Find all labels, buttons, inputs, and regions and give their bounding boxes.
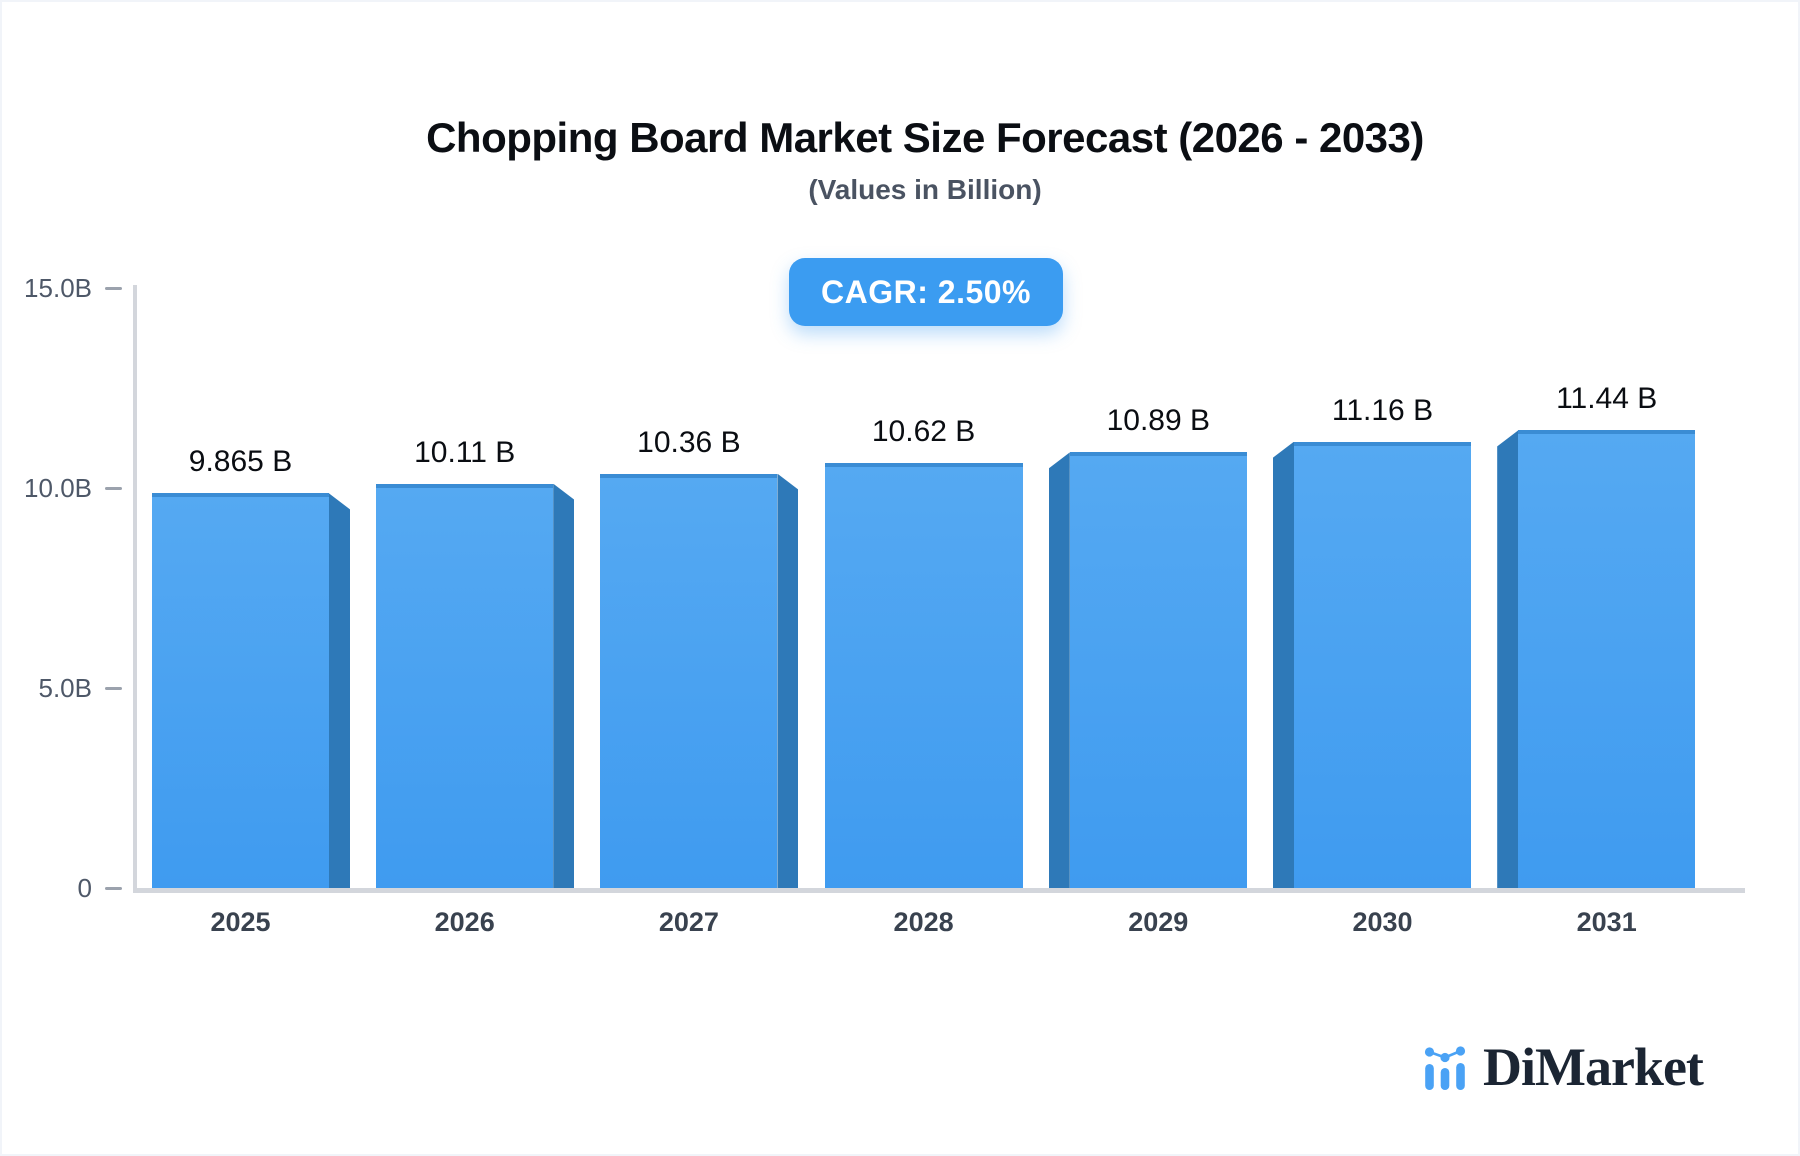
brand-name: DiMarket	[1483, 1037, 1704, 1097]
y-axis-tick-label: 10.0B	[24, 473, 92, 503]
y-axis-tick-mark	[105, 887, 122, 890]
bar-2029-side	[1048, 452, 1070, 888]
x-axis-tick-label: 2031	[1576, 907, 1637, 937]
x-axis-line	[133, 888, 1745, 893]
bar-2028	[824, 463, 1023, 888]
x-axis-tick-label: 2027	[658, 907, 719, 937]
bar-2025-side	[329, 493, 350, 888]
bar-line-chart-icon	[1424, 1046, 1466, 1091]
y-axis-tick-mark	[105, 687, 122, 690]
bar-value-label: 10.11 B	[414, 435, 516, 469]
bar-2027	[600, 473, 778, 888]
bar-2030-side	[1273, 441, 1294, 888]
cagr-badge-label: CAGR: 2.50%	[821, 273, 1031, 310]
bar-value-label: 11.16 B	[1331, 393, 1434, 427]
x-axis-tick-label: 2026	[434, 907, 495, 937]
bar-value-label: 9.865 B	[188, 445, 293, 479]
bar-value-label: 11.44 B	[1556, 382, 1658, 416]
chart-title: Chopping Board Market Size Forecast (202…	[426, 114, 1424, 161]
bar-value-label: 10.89 B	[1106, 404, 1210, 438]
y-axis-tick-label: 5.0B	[38, 673, 93, 703]
bar-value-label: 10.36 B	[637, 425, 741, 459]
y-axis-tick-label: 0	[77, 873, 92, 903]
bar-2029	[1069, 452, 1247, 888]
x-axis-tick-label: 2029	[1128, 907, 1189, 937]
y-axis-tick-label: 15.0B	[24, 273, 92, 303]
y-axis-tick-mark	[105, 487, 122, 490]
y-axis-tick-mark	[105, 287, 122, 290]
bar-2026-side	[553, 483, 575, 888]
bar-value-label: 10.62 B	[871, 415, 976, 449]
x-axis-tick-label: 2030	[1352, 907, 1413, 937]
x-axis-tick-label: 2028	[893, 907, 954, 937]
bar-2025	[152, 493, 329, 888]
bar-2031-side	[1497, 430, 1519, 888]
y-axis-line	[133, 285, 137, 892]
chart-subtitle: (Values in Billion)	[808, 174, 1042, 205]
bar-2027-side	[777, 473, 799, 888]
bar-2031	[1518, 430, 1696, 888]
x-axis-tick-label: 2025	[210, 907, 271, 937]
bar-2030	[1294, 441, 1471, 888]
bar-2026	[376, 483, 554, 888]
brand-logo: DiMarket	[1423, 1037, 1704, 1097]
cagr-badge: CAGR: 2.50%	[789, 258, 1063, 326]
